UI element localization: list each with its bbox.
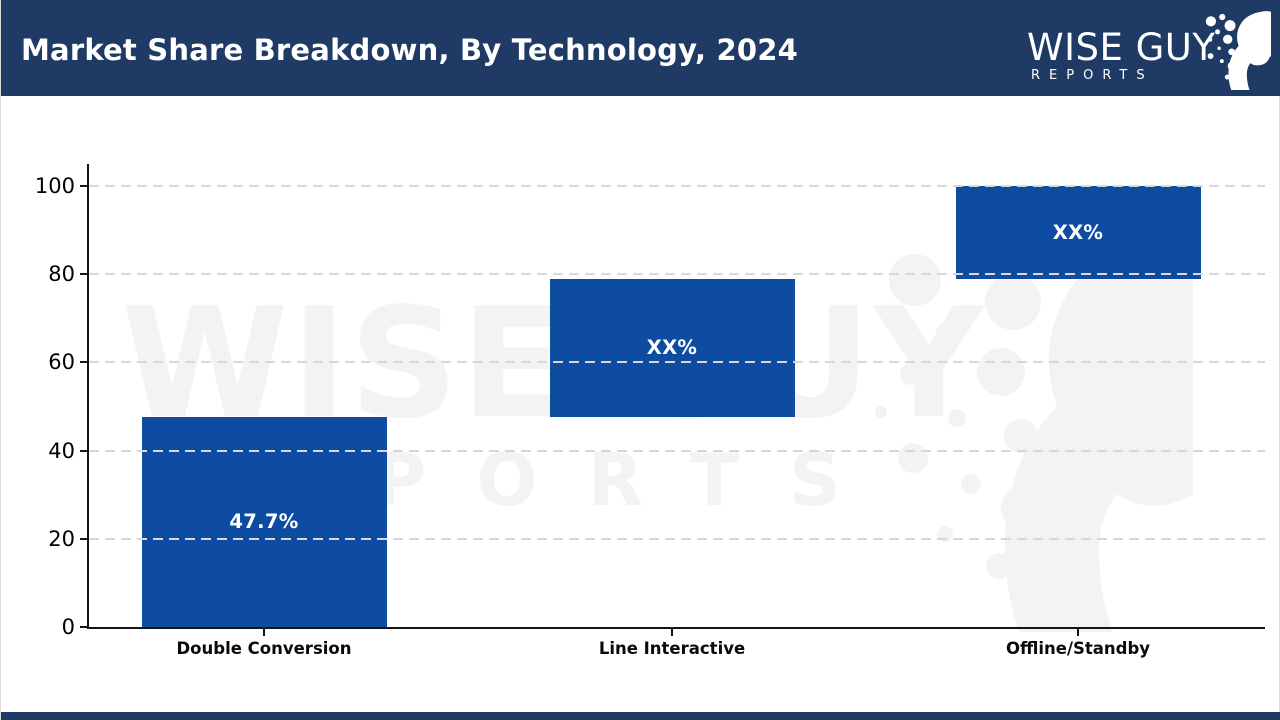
y-tick-label: 100 — [34, 174, 75, 198]
y-tick-label: 40 — [48, 438, 75, 463]
y-tick-label: 60 — [48, 350, 75, 375]
x-axis-line — [87, 627, 1265, 629]
x-tick-1 — [671, 629, 673, 636]
wiseguy-head-watermark-icon — [875, 228, 1193, 632]
y-tick-20 — [80, 537, 87, 540]
y-tick-0 — [80, 626, 87, 628]
x-category-label: Double Conversion — [176, 639, 352, 658]
gridline-20 — [89, 537, 1265, 540]
y-tick-40 — [80, 449, 87, 452]
footer-bar — [1, 712, 1280, 720]
y-tick-60 — [80, 361, 87, 364]
y-tick-80 — [80, 273, 87, 276]
x-tick-0 — [263, 629, 265, 636]
bar-value-label: 47.7% — [229, 510, 299, 534]
logo-wiseguy-text: WISE GUY — [1027, 26, 1216, 69]
y-tick-100 — [80, 185, 87, 187]
y-tick-label: 80 — [48, 262, 75, 287]
wiseguy-head-logo-icon — [1205, 11, 1271, 90]
gridline-60 — [89, 361, 1265, 364]
bar-value-label: XX% — [646, 336, 698, 360]
bar-offline-standby: XX% — [955, 186, 1201, 279]
y-tick-label: 20 — [48, 526, 75, 551]
x-category-label: Offline/Standby — [1005, 639, 1151, 658]
wiseguy-logo: WISE GUY REPORTS — [999, 10, 1271, 90]
x-category-label: Line Interactive — [598, 639, 746, 658]
gridline-40 — [89, 449, 1265, 452]
y-axis-line — [87, 164, 89, 629]
x-tick-2 — [1077, 629, 1079, 636]
gridline-80 — [89, 273, 1265, 276]
page-title: Market Share Breakdown, By Technology, 2… — [21, 33, 799, 67]
logo-reports-text: REPORTS — [1031, 68, 1154, 83]
y-tick-label: 0 — [61, 615, 75, 639]
bar-value-label: XX% — [1052, 220, 1104, 244]
header-banner: Market Share Breakdown, By Technology, 2… — [1, 0, 1280, 96]
gridline-100 — [89, 185, 1265, 187]
bar-double-conversion: 47.7% — [141, 416, 387, 627]
bar-line-interactive: XX% — [549, 278, 795, 417]
